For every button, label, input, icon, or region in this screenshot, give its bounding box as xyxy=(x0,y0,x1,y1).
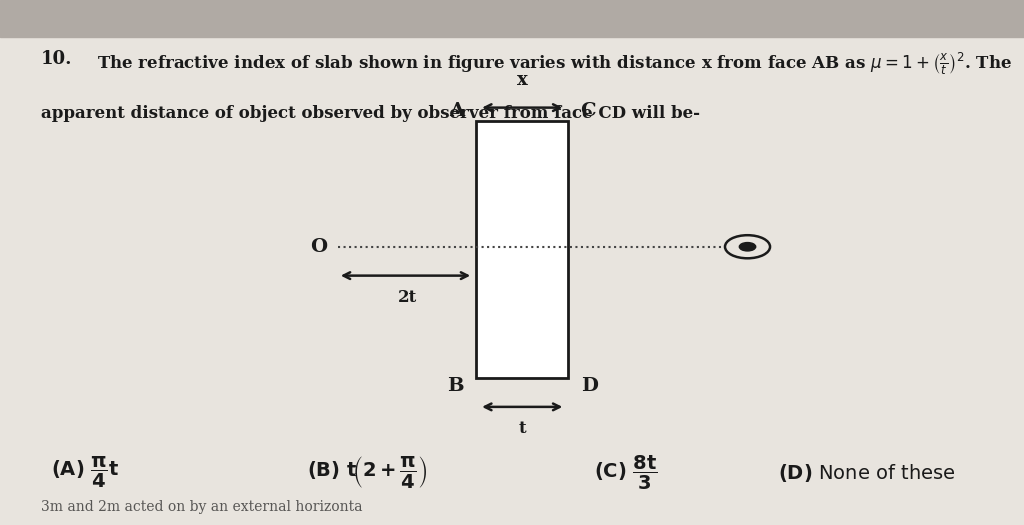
Circle shape xyxy=(739,243,756,251)
Text: 3m and 2m acted on by an external horizonta: 3m and 2m acted on by an external horizo… xyxy=(41,500,362,514)
Text: $\mathbf{(D)\ \mathrm{None\ of\ these}}$: $\mathbf{(D)\ \mathrm{None\ of\ these}}$ xyxy=(778,461,956,484)
Text: apparent distance of object observed by observer from face CD will be-: apparent distance of object observed by … xyxy=(41,105,700,122)
Text: t: t xyxy=(518,420,526,437)
Text: 10.: 10. xyxy=(41,50,73,68)
Text: The refractive index of slab shown in figure varies with distance x from face AB: The refractive index of slab shown in fi… xyxy=(97,50,1013,77)
Text: $\mathbf{(B)\ t\!\left(2+\dfrac{\pi}{4}\right)}$: $\mathbf{(B)\ t\!\left(2+\dfrac{\pi}{4}\… xyxy=(307,455,428,490)
Text: C: C xyxy=(581,102,596,120)
Text: O: O xyxy=(310,238,328,256)
Text: $\mathbf{(A)\ \dfrac{\pi}{4}t}$: $\mathbf{(A)\ \dfrac{\pi}{4}t}$ xyxy=(51,455,119,490)
Text: D: D xyxy=(581,377,598,395)
Text: A: A xyxy=(449,102,464,120)
Bar xyxy=(0,0,1024,37)
Text: 2t: 2t xyxy=(397,289,417,306)
Text: $\mathbf{(C)\ \dfrac{8t}{3}}$: $\mathbf{(C)\ \dfrac{8t}{3}}$ xyxy=(594,454,657,491)
Bar xyxy=(476,121,568,378)
Text: B: B xyxy=(447,377,464,395)
Text: x: x xyxy=(517,71,527,89)
